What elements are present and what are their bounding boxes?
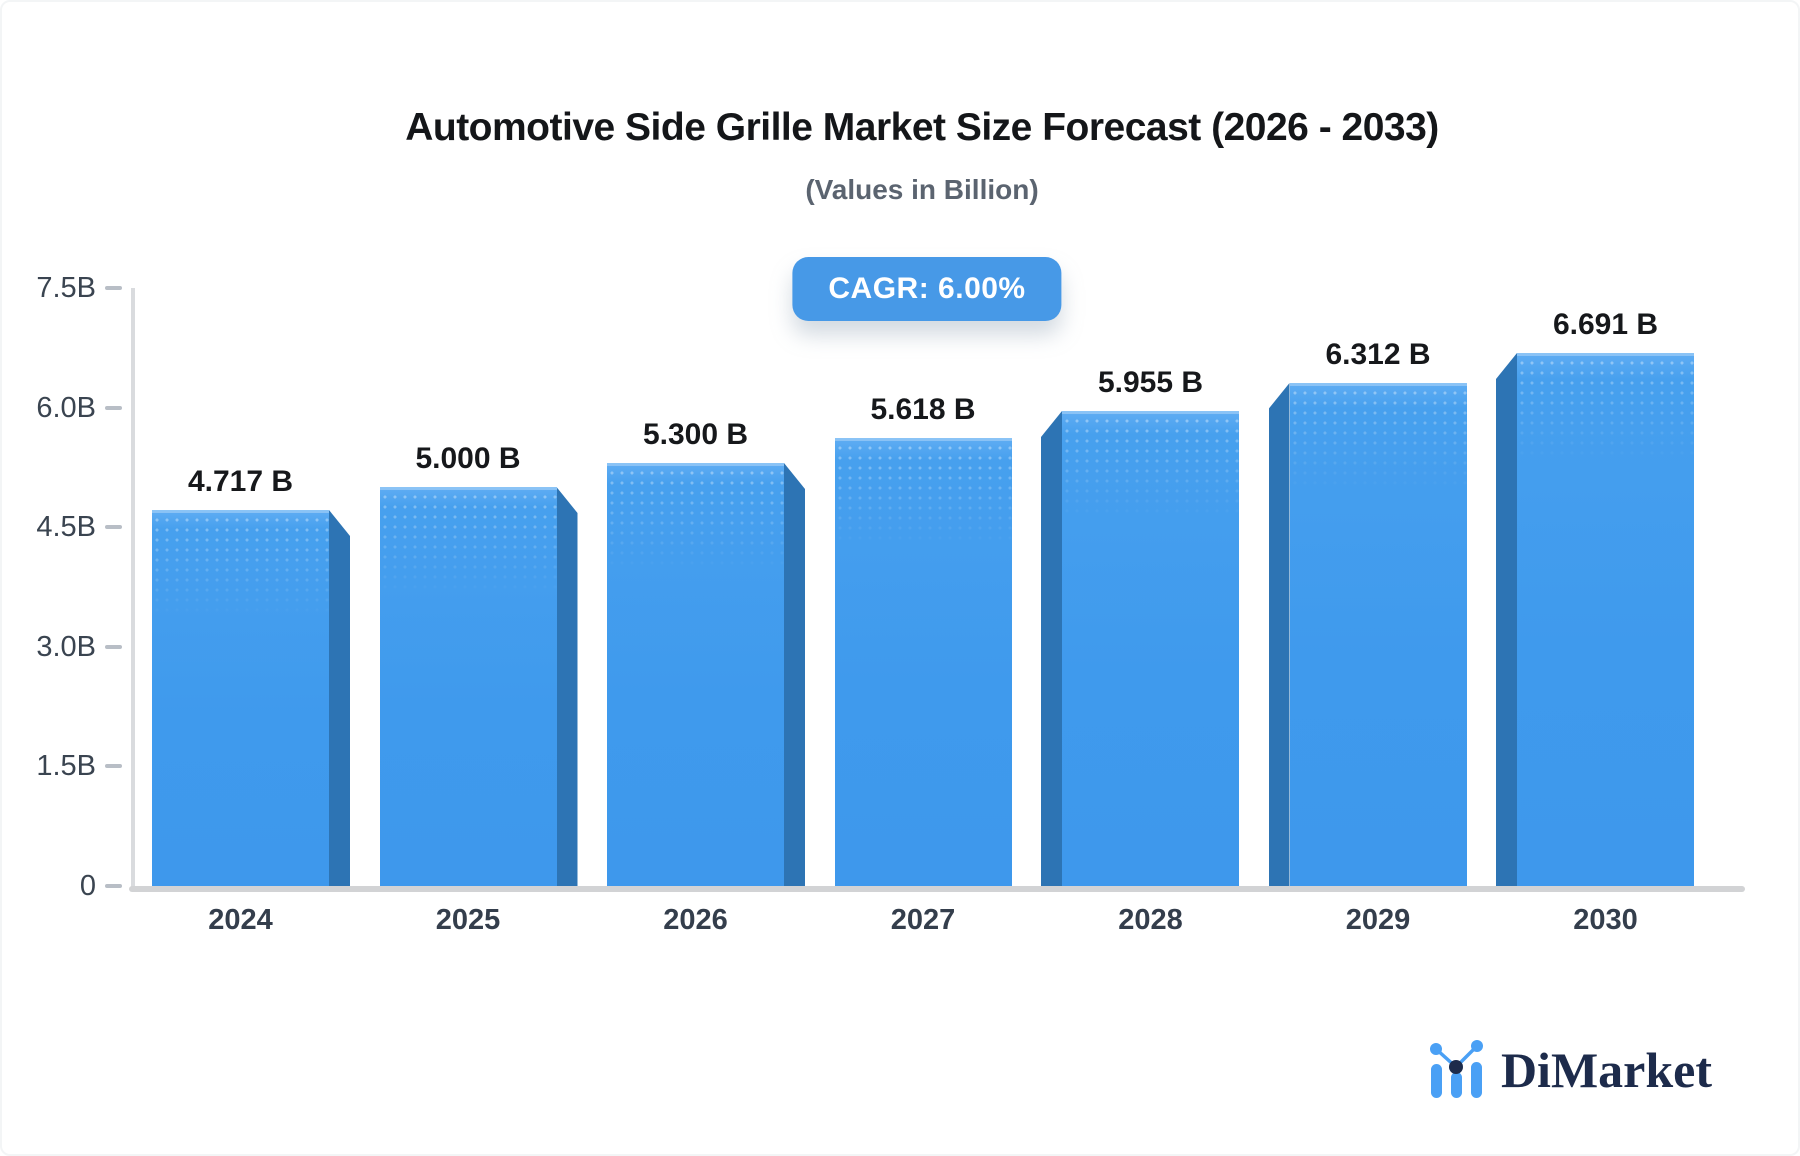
- y-tick-label-6.0B: 6.0B: [36, 391, 96, 424]
- x-tick-label-2026: 2026: [663, 904, 728, 936]
- chart-subtitle: (Values in Billion): [805, 174, 1039, 205]
- y-tick-mark: [105, 884, 122, 888]
- mini-bar-chart-icon: [1429, 1040, 1483, 1098]
- y-tick-mark: [105, 525, 122, 530]
- y-tick-label-3.0B: 3.0B: [36, 630, 96, 663]
- brand-logo-text: DiMarket: [1500, 1042, 1712, 1098]
- brand-logo: DiMarket: [1425, 1038, 1712, 1102]
- y-tick-mark: [105, 405, 122, 410]
- bar-2028[interactable]: [1041, 411, 1239, 886]
- bar-face: [834, 438, 1012, 886]
- x-tick-label-2027: 2027: [890, 904, 956, 936]
- cagr-badge: CAGR: 6.00%: [792, 257, 1062, 321]
- y-tick-mark: [105, 764, 122, 769]
- bar-side-face: [784, 463, 805, 886]
- bar-2027[interactable]: [834, 438, 1012, 886]
- bar-2026[interactable]: [607, 463, 805, 886]
- bar-face: [152, 510, 329, 886]
- page-title: Automotive Side Grille Market Size Forec…: [405, 106, 1439, 149]
- value-label-2025: 5.000 B: [415, 442, 521, 475]
- x-tick-label-2029: 2029: [1345, 904, 1411, 936]
- bar-face: [1289, 383, 1467, 886]
- bar-2024[interactable]: [152, 510, 350, 886]
- x-tick-label-2028: 2028: [1118, 904, 1183, 936]
- x-tick-label-2024: 2024: [208, 904, 273, 936]
- bar-2025[interactable]: [379, 487, 578, 886]
- value-label-2029: 6.312 B: [1325, 338, 1431, 371]
- bar-side-face: [1041, 411, 1062, 886]
- bar-side-face: [1268, 383, 1290, 886]
- y-axis-line: [131, 288, 135, 888]
- y-tick-label-1.5B: 1.5B: [36, 750, 96, 783]
- y-tick-label-0: 0: [79, 870, 96, 902]
- value-label-2030: 6.691 B: [1552, 308, 1659, 341]
- value-label-2026: 5.300 B: [642, 418, 749, 451]
- bar-2030[interactable]: [1496, 353, 1694, 886]
- y-tick-mark: [105, 286, 122, 290]
- value-label-2028: 5.955 B: [1097, 366, 1204, 399]
- y-tick-label-7.5B: 7.5B: [36, 272, 96, 304]
- y-tick-mark: [105, 644, 122, 649]
- value-label-2024: 4.717 B: [187, 465, 294, 498]
- bar-face: [1517, 353, 1694, 886]
- x-axis-baseline: [129, 886, 1745, 892]
- x-tick-label-2025: 2025: [435, 904, 501, 936]
- value-label-2027: 5.618 B: [870, 393, 976, 426]
- bar-side-face: [556, 487, 578, 886]
- bar-face: [607, 463, 784, 886]
- bar-2029[interactable]: [1268, 383, 1467, 886]
- y-tick-label-4.5B: 4.5B: [36, 511, 96, 544]
- bar-side-face: [1496, 353, 1517, 886]
- bar-side-face: [329, 510, 350, 886]
- bar-face: [1062, 411, 1239, 886]
- bar-face: [379, 487, 557, 886]
- x-tick-label-2030: 2030: [1573, 904, 1638, 936]
